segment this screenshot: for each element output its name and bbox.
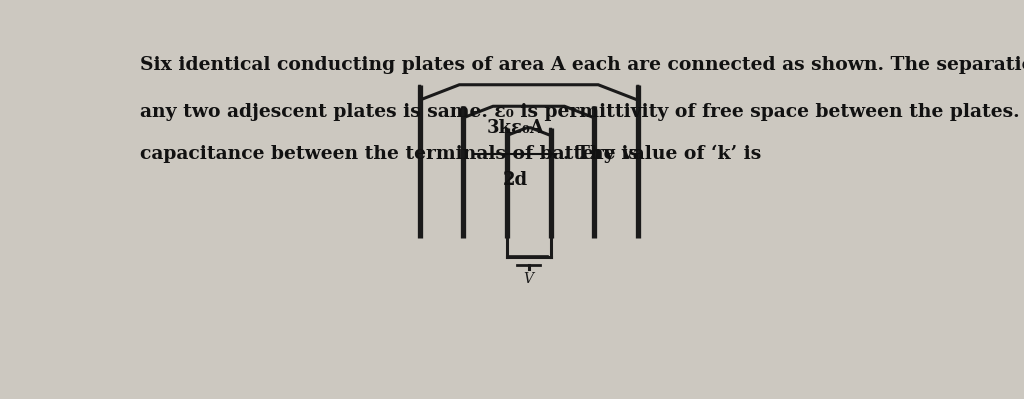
Text: 3kε₀A: 3kε₀A <box>486 119 544 137</box>
Text: Six identical conducting plates of area A each are connected as shown. The separ: Six identical conducting plates of area … <box>140 55 1024 74</box>
Text: 2d: 2d <box>503 171 527 189</box>
Text: any two adjescent plates is same. ε₀ is permittivity of free space between the p: any two adjescent plates is same. ε₀ is … <box>140 103 1024 121</box>
Text: V: V <box>523 272 534 286</box>
Text: . The value of ‘k’ is: . The value of ‘k’ is <box>563 145 761 163</box>
Text: capacitance between the terminals of battery is: capacitance between the terminals of bat… <box>140 145 645 163</box>
